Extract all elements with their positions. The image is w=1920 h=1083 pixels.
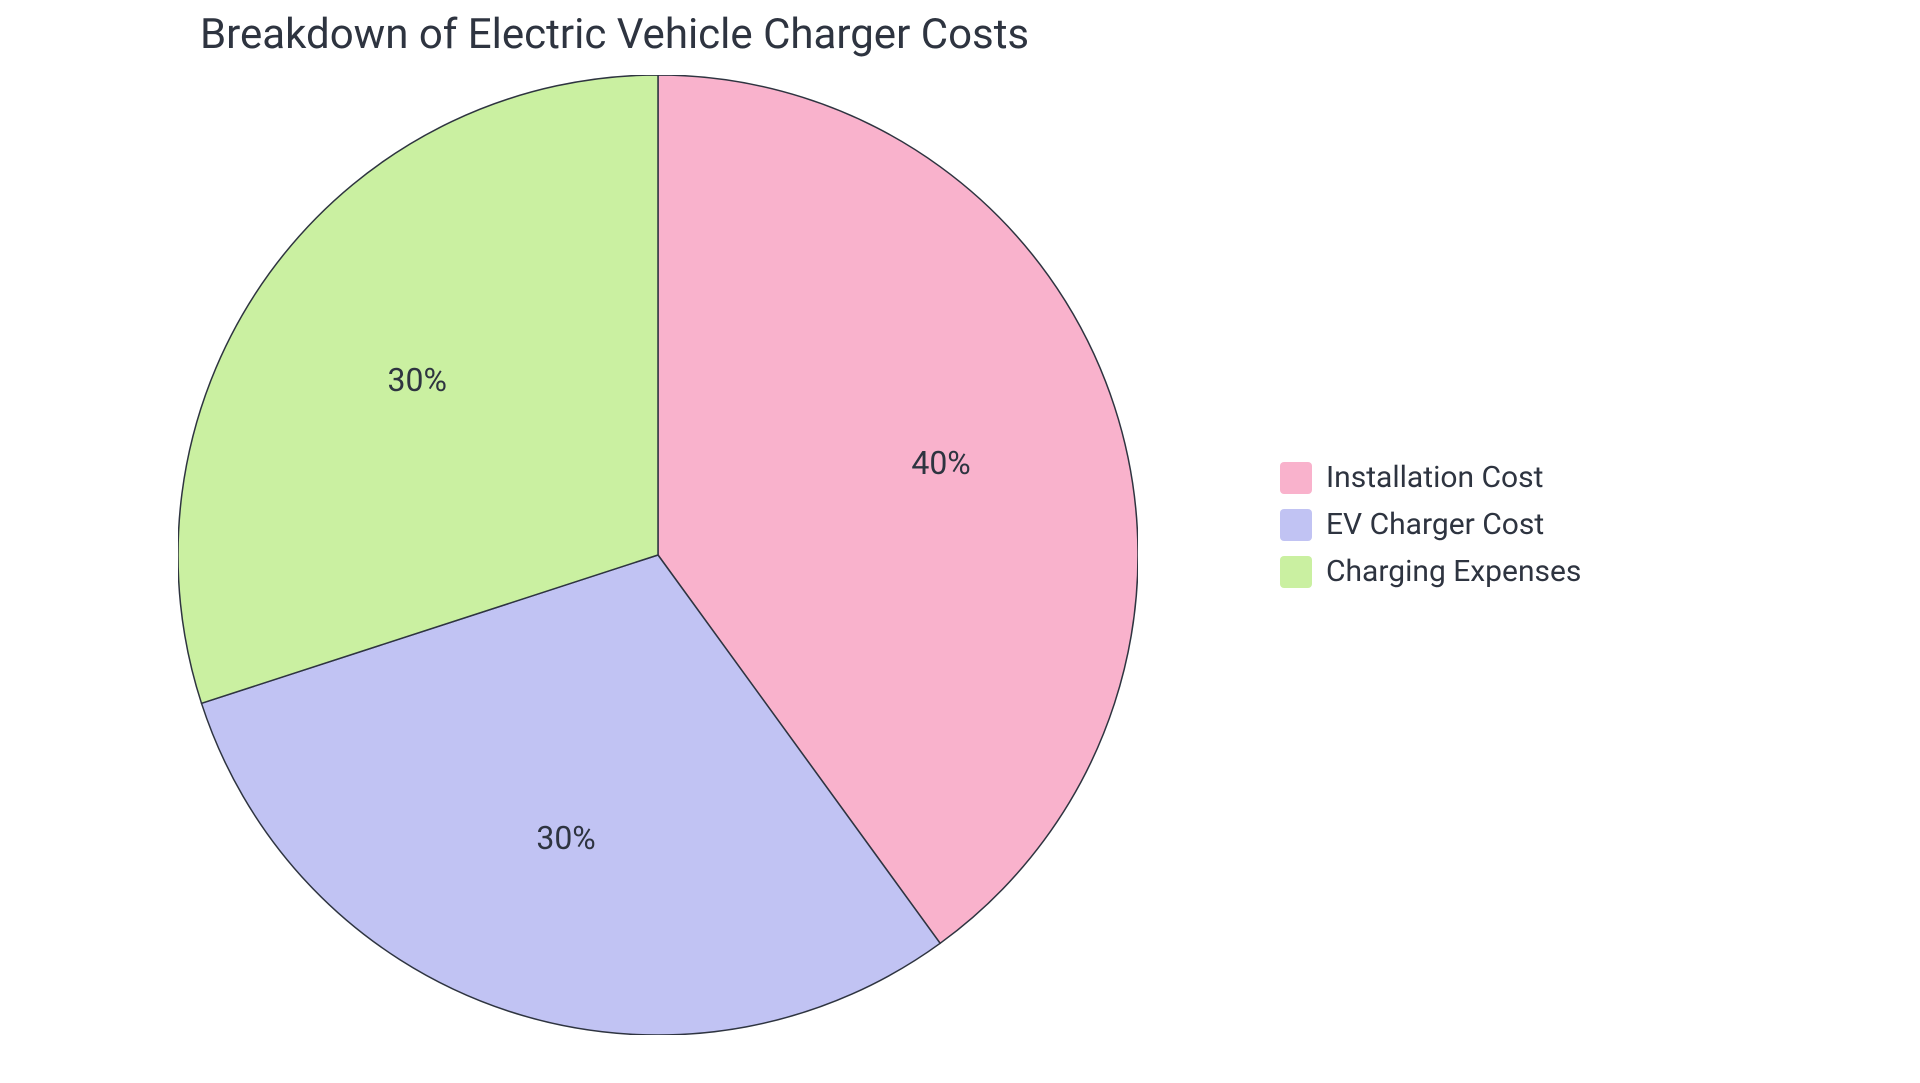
legend-label: Charging Expenses xyxy=(1326,554,1581,589)
legend-label: Installation Cost xyxy=(1326,460,1543,495)
slice-percent-label: 30% xyxy=(536,819,595,857)
legend-item: Charging Expenses xyxy=(1280,554,1581,589)
legend-swatch xyxy=(1280,556,1312,588)
legend-item: EV Charger Cost xyxy=(1280,507,1581,542)
pie-chart: Breakdown of Electric Vehicle Charger Co… xyxy=(0,0,1920,1083)
pie-svg xyxy=(178,75,1138,1035)
legend-swatch xyxy=(1280,462,1312,494)
slice-percent-label: 40% xyxy=(911,444,970,482)
legend-label: EV Charger Cost xyxy=(1326,507,1544,542)
chart-title: Breakdown of Electric Vehicle Charger Co… xyxy=(200,10,1029,59)
slice-percent-label: 30% xyxy=(388,361,447,399)
legend-swatch xyxy=(1280,509,1312,541)
legend: Installation Cost EV Charger Cost Charging… xyxy=(1280,460,1581,589)
legend-item: Installation Cost xyxy=(1280,460,1581,495)
pie-holder xyxy=(178,75,1138,1035)
